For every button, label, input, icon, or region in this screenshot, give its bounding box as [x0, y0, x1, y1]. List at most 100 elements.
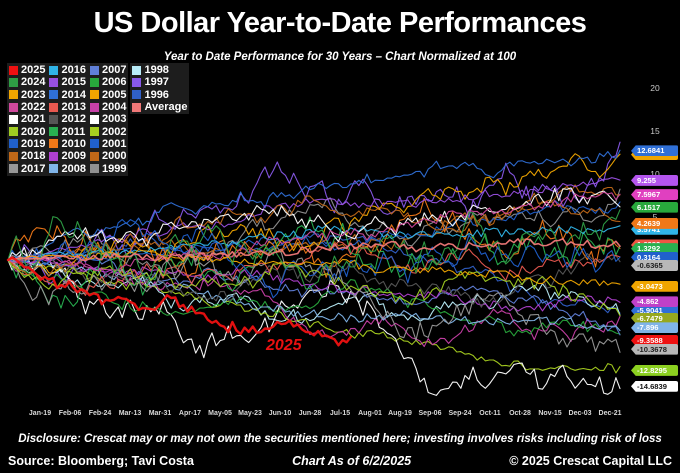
legend-swatch [49, 65, 59, 75]
y-tick-label: 10 [650, 169, 660, 179]
legend-label: 2013 [61, 101, 86, 114]
page-title: US Dollar Year-to-Date Performances [93, 7, 587, 39]
legend-swatch [49, 127, 59, 137]
legend-swatch [49, 77, 59, 87]
legend-item-2022: 2022 [9, 101, 45, 113]
legend-item-2007: 2007 [89, 64, 126, 76]
legend-item-2011: 2011 [49, 125, 85, 138]
legend-swatch [132, 65, 142, 75]
series-line-2008 [7, 257, 621, 332]
legend-item-2002: 2002 [89, 125, 126, 138]
legend-swatch [9, 65, 18, 75]
legend: 2025 2024 2023 2022 2021 2020 2019 2018 2017 2016… [7, 63, 190, 176]
value-tag: -5.9041 [631, 305, 678, 317]
legend-label: 1999 [101, 162, 127, 175]
legend-label: 2012 [61, 113, 86, 126]
legend-item-2020: 2020 [9, 125, 45, 138]
copyright-text: © 2025 Crescat Capital LLC [509, 454, 672, 468]
value-tag: -6.7479 [631, 312, 678, 324]
series-line-2010 [7, 197, 621, 278]
legend-swatch [49, 114, 59, 124]
value-tag: 1.3292 [631, 243, 678, 255]
legend-item-2001: 2001 [89, 137, 127, 150]
series-line-2024 [7, 209, 621, 290]
legend-item-2012: 2012 [49, 113, 86, 126]
as-of-date: Chart As of 6/2/2025 [292, 454, 412, 468]
legend-item-2014: 2014 [49, 88, 86, 101]
legend-swatch [132, 102, 142, 112]
value-tag: -14.6839 [631, 380, 678, 392]
legend-item-2004: 2004 [89, 101, 126, 113]
legend-swatch [49, 164, 59, 174]
value-tag: -4.862 [631, 296, 678, 308]
value-tag: 3.5741 [631, 223, 678, 235]
x-axis-label: Jan-19 [28, 410, 52, 417]
legend-item-average: Average [132, 101, 187, 113]
value-tag: -0.6365 [631, 259, 678, 271]
legend-label: 2001 [101, 137, 127, 150]
x-axis-label: Oct-11 [479, 410, 501, 417]
legend-label: 2021 [21, 113, 46, 126]
value-tag: -10.3678 [631, 343, 678, 355]
legend-label: 2016 [61, 64, 86, 77]
legend-item-2000: 2000 [89, 150, 126, 162]
legend-item-2016: 2016 [49, 64, 86, 77]
x-axis-label: May-05 [208, 410, 232, 417]
legend-swatch [89, 102, 99, 112]
legend-item-2010: 2010 [49, 137, 86, 150]
series-line-2003 [7, 246, 621, 396]
x-axis-label: Sep-06 [418, 410, 442, 417]
legend-swatch [89, 127, 99, 137]
x-axis-label: Jul-15 [329, 410, 351, 417]
legend-item-1999: 1999 [89, 162, 127, 175]
legend-swatch [9, 114, 18, 124]
chart-subtitle: Year to Date Performance for 30 Years – … [163, 51, 517, 63]
x-axis-label: Jun-10 [268, 410, 292, 417]
legend-swatch [9, 164, 18, 174]
x-axis-label: Jun-28 [298, 410, 322, 417]
legend-swatch [89, 151, 99, 161]
legend-label: 1996 [144, 88, 169, 101]
value-tag: 4.2639 [631, 217, 678, 229]
legend-swatch [89, 164, 99, 174]
legend-item-2013: 2013 [49, 101, 86, 114]
legend-swatch [89, 114, 99, 124]
legend-swatch [49, 151, 59, 161]
legend-label: 1997 [144, 76, 169, 89]
series-line-1999 [7, 188, 621, 276]
legend-label: 2009 [61, 150, 86, 163]
x-axis-labels: Jan-19 Feb-06 Feb-24 Mar-13 Mar-31 Apr-17 May-… [0, 410, 680, 422]
legend-item-2005: 2005 [89, 88, 127, 101]
x-axis-label: Apr-17 [178, 410, 202, 417]
value-tag: -7.896 [631, 322, 678, 334]
legend-item-2023: 2023 [9, 89, 45, 101]
value-tag: 0.3164 [631, 251, 678, 263]
legend-label: 2014 [61, 88, 86, 101]
legend-label: 2005 [101, 88, 127, 101]
series-line-2019 [7, 218, 621, 299]
x-axis-label: Dec-03 [568, 410, 592, 417]
x-axis-label: Aug-01 [358, 410, 382, 417]
legend-label: 2025 [21, 64, 46, 77]
legend-swatch [9, 139, 18, 149]
legend-label: 2022 [21, 101, 46, 114]
source-credit: Source: Bloomberg; Tavi Costa [8, 454, 194, 468]
legend-label: 2023 [21, 88, 46, 101]
x-axis-label: May-23 [238, 410, 262, 417]
legend-label: 2010 [61, 137, 86, 150]
x-axis-label: Dec-21 [598, 410, 622, 417]
legend-swatch [49, 90, 59, 100]
legend-item-2003: 2003 [89, 113, 127, 126]
y-tick-label: 15 [650, 126, 660, 136]
value-tag: -9.3588 [631, 334, 678, 346]
series-line-2020 [7, 259, 621, 317]
legend-swatch [89, 90, 99, 100]
annotation-2025: 2025 [266, 337, 302, 354]
legend-label: 2003 [101, 113, 127, 126]
legend-label: 2017 [21, 162, 46, 175]
series-line-2021 [7, 187, 621, 261]
x-axis-label: Nov-15 [538, 410, 562, 417]
legend-item-1998: 1998 [132, 64, 187, 76]
legend-swatch [49, 102, 59, 112]
